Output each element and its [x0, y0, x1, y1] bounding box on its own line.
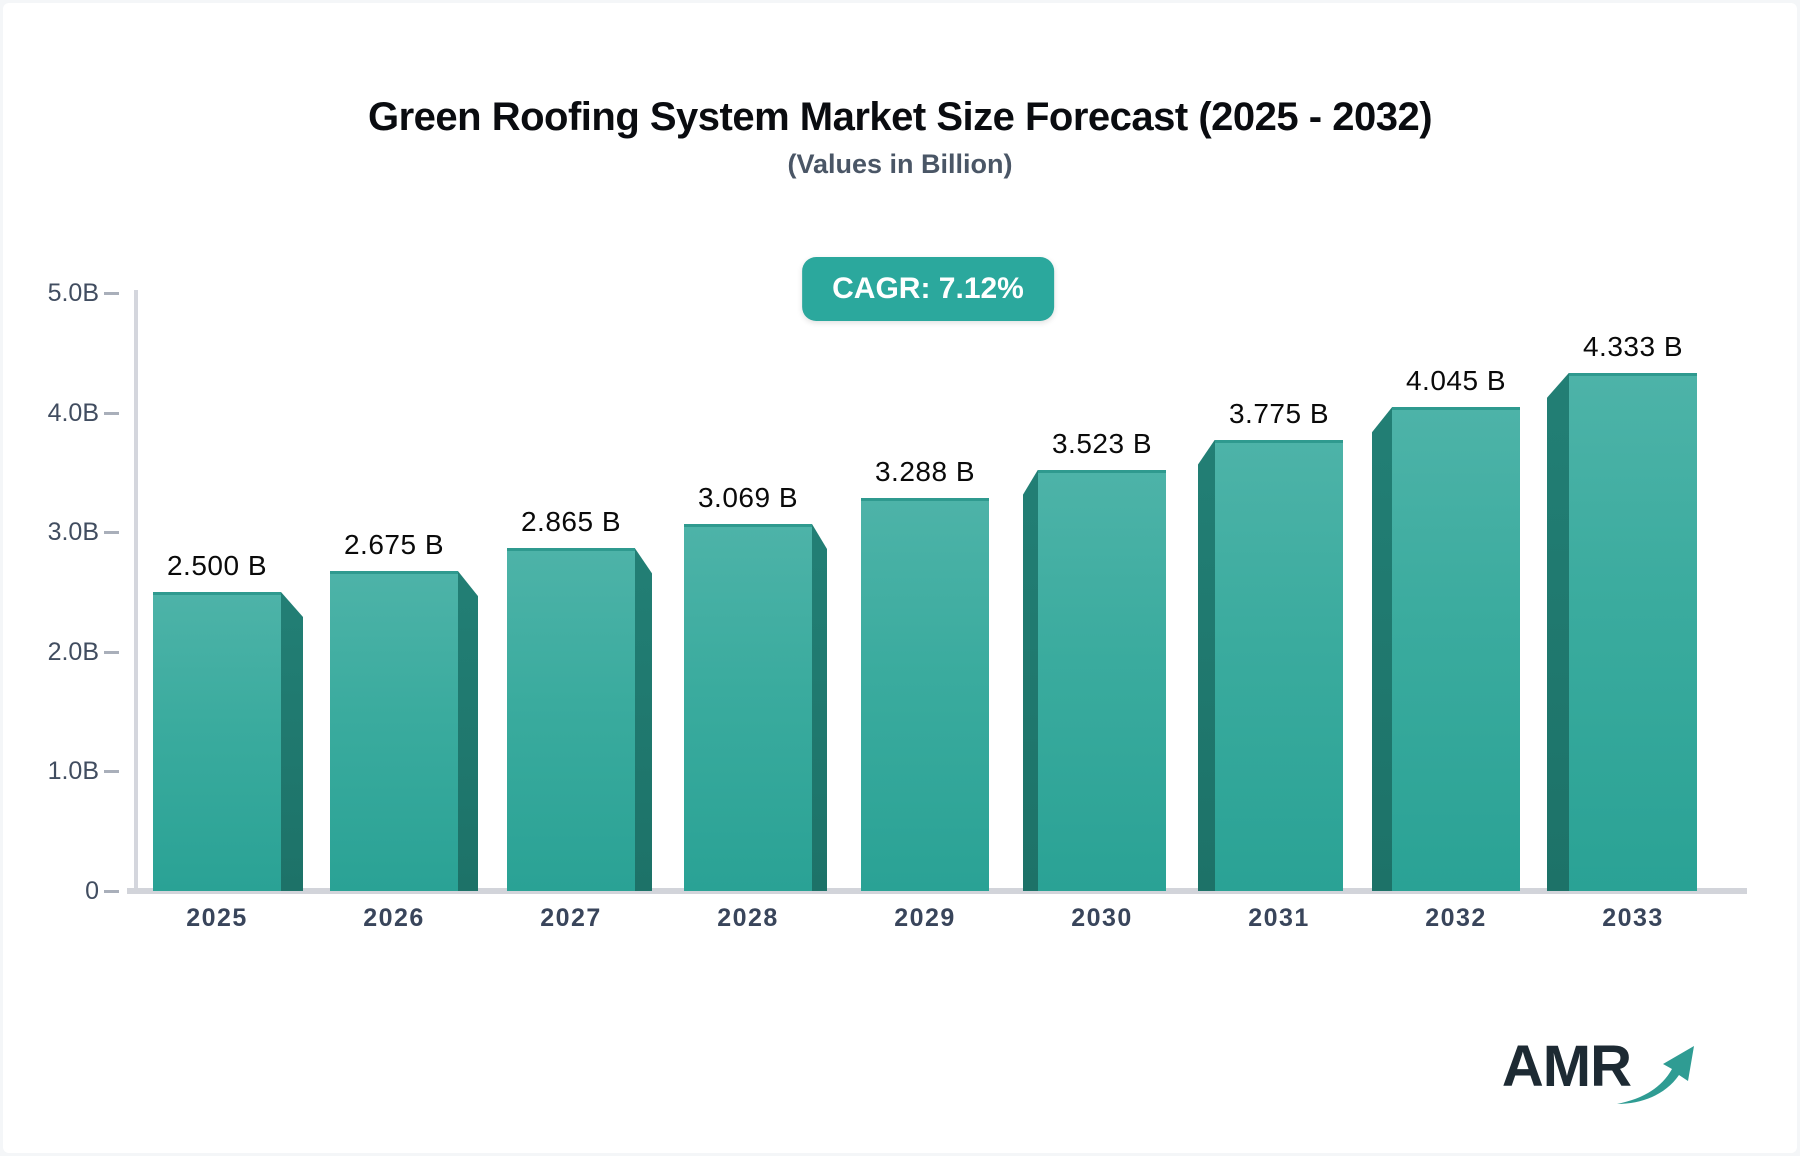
y-tick-label: 5.0B — [47, 279, 99, 307]
x-tick-label: 2025 — [186, 904, 248, 932]
bar-side-face — [812, 523, 827, 891]
bar-chart: 5.0B 4.0B 3.0B 2.0B 1.0B 0 2.500 B 2025 2.675 B… — [3, 3, 1797, 1153]
bar-side-face — [1198, 439, 1215, 891]
x-tick-label: 2026 — [363, 904, 425, 932]
x-tick-label: 2031 — [1248, 904, 1310, 932]
bar-value-label: 3.775 B — [1228, 397, 1330, 429]
bar — [1569, 372, 1697, 891]
x-tick-label: 2028 — [717, 904, 779, 932]
chart-card: Green Roofing System Market Size Forecas… — [3, 3, 1797, 1153]
bar — [507, 548, 635, 891]
bar-side-face — [1372, 407, 1392, 891]
bar-value-label: 3.069 B — [697, 481, 799, 513]
x-tick-label: 2029 — [894, 904, 956, 932]
bar-side-face — [635, 548, 652, 891]
cagr-badge: CAGR: 7.12% — [802, 257, 1054, 321]
bar-value-label: 2.500 B — [166, 550, 268, 581]
y-tick-mark — [104, 411, 119, 415]
x-axis-line — [127, 888, 1747, 894]
bar — [1038, 469, 1166, 891]
y-tick-mark — [104, 292, 119, 295]
bar — [330, 571, 458, 891]
bar-side-face — [1023, 469, 1038, 891]
page-title: Green Roofing System Market Size Forecas… — [367, 95, 1433, 139]
chart-subtitle: (Values in Billion) — [787, 149, 1013, 179]
cagr-badge-label: CAGR: 7.12% — [832, 272, 1024, 305]
x-tick-label: 2033 — [1602, 904, 1664, 932]
bar-value-label: 3.288 B — [874, 455, 976, 487]
bar — [1392, 407, 1520, 891]
bar-value-label: 4.333 B — [1582, 330, 1684, 362]
x-tick-label: 2027 — [540, 904, 602, 932]
y-tick-mark — [104, 770, 119, 774]
amr-logo: AMR — [1502, 1036, 1699, 1110]
bar-value-label: 2.865 B — [520, 506, 622, 538]
amr-logo-text: AMR — [1501, 1034, 1632, 1099]
y-tick-label: 0 — [85, 877, 99, 905]
y-tick-label: 2.0B — [47, 637, 99, 666]
bar — [861, 497, 989, 891]
bar-value-label: 2.675 B — [343, 529, 445, 561]
trend-up-arrow-icon — [1617, 1046, 1694, 1104]
bar — [684, 523, 812, 891]
bar — [153, 592, 281, 891]
y-axis-line — [134, 290, 138, 891]
y-tick-mark — [104, 890, 119, 893]
bar-side-face — [458, 571, 478, 891]
y-tick-mark — [104, 650, 119, 654]
y-tick-label: 3.0B — [47, 518, 99, 547]
bar-value-label: 3.523 B — [1051, 427, 1153, 459]
y-tick-mark — [104, 531, 119, 535]
bar-side-face — [281, 592, 303, 891]
bar — [1215, 439, 1343, 891]
y-tick-label: 1.0B — [47, 757, 99, 786]
bar-value-label: 4.045 B — [1405, 365, 1507, 397]
y-tick-label: 4.0B — [47, 398, 99, 427]
bar-side-face — [1547, 372, 1569, 891]
x-tick-label: 2030 — [1071, 904, 1133, 932]
x-tick-label: 2032 — [1425, 904, 1487, 932]
